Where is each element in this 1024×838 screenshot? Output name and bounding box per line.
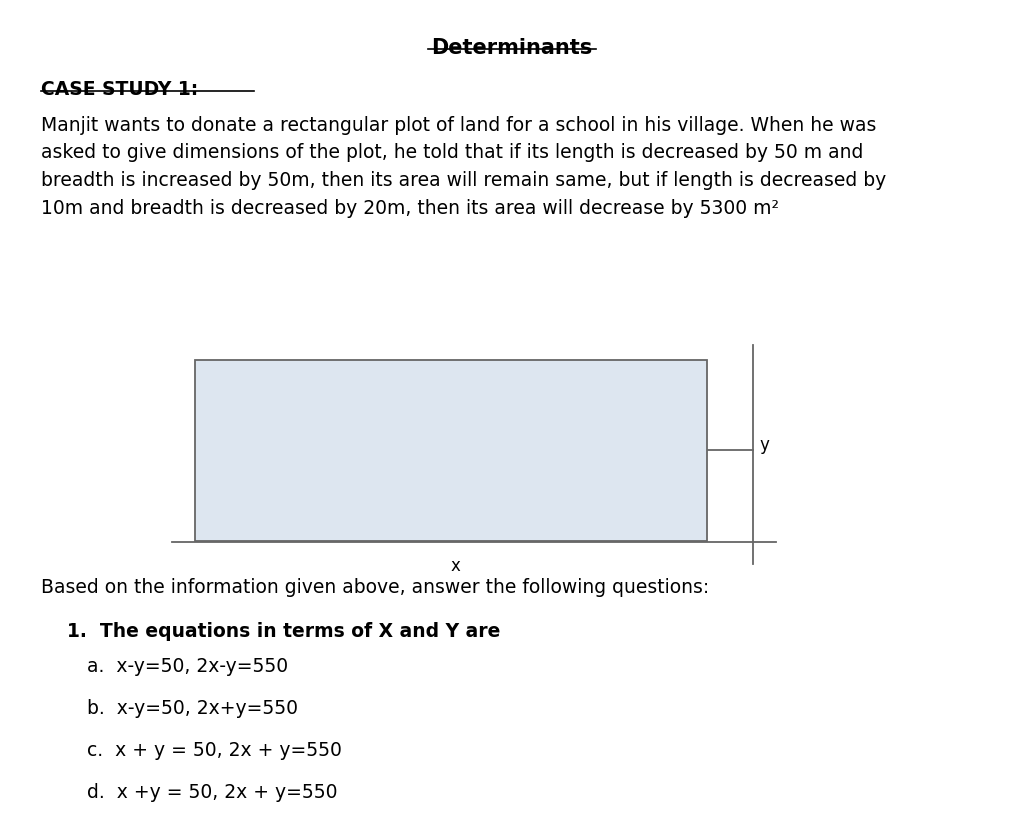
Text: Manjit wants to donate a rectangular plot of land for a school in his village. W: Manjit wants to donate a rectangular plo… (41, 116, 886, 218)
Text: 1.  The equations in terms of X and Y are: 1. The equations in terms of X and Y are (67, 622, 500, 641)
Text: Determinants: Determinants (431, 38, 593, 58)
Text: c.  x + y = 50, 2x + y=550: c. x + y = 50, 2x + y=550 (87, 741, 342, 760)
Text: Based on the information given above, answer the following questions:: Based on the information given above, an… (41, 578, 710, 597)
Text: b.  x-y=50, 2x+y=550: b. x-y=50, 2x+y=550 (87, 699, 298, 718)
Text: a.  x-y=50, 2x-y=550: a. x-y=50, 2x-y=550 (87, 657, 288, 676)
Text: d.  x +y = 50, 2x + y=550: d. x +y = 50, 2x + y=550 (87, 783, 338, 802)
Text: y: y (760, 437, 770, 454)
Text: x: x (451, 557, 461, 575)
Text: CASE STUDY 1:: CASE STUDY 1: (41, 80, 199, 99)
